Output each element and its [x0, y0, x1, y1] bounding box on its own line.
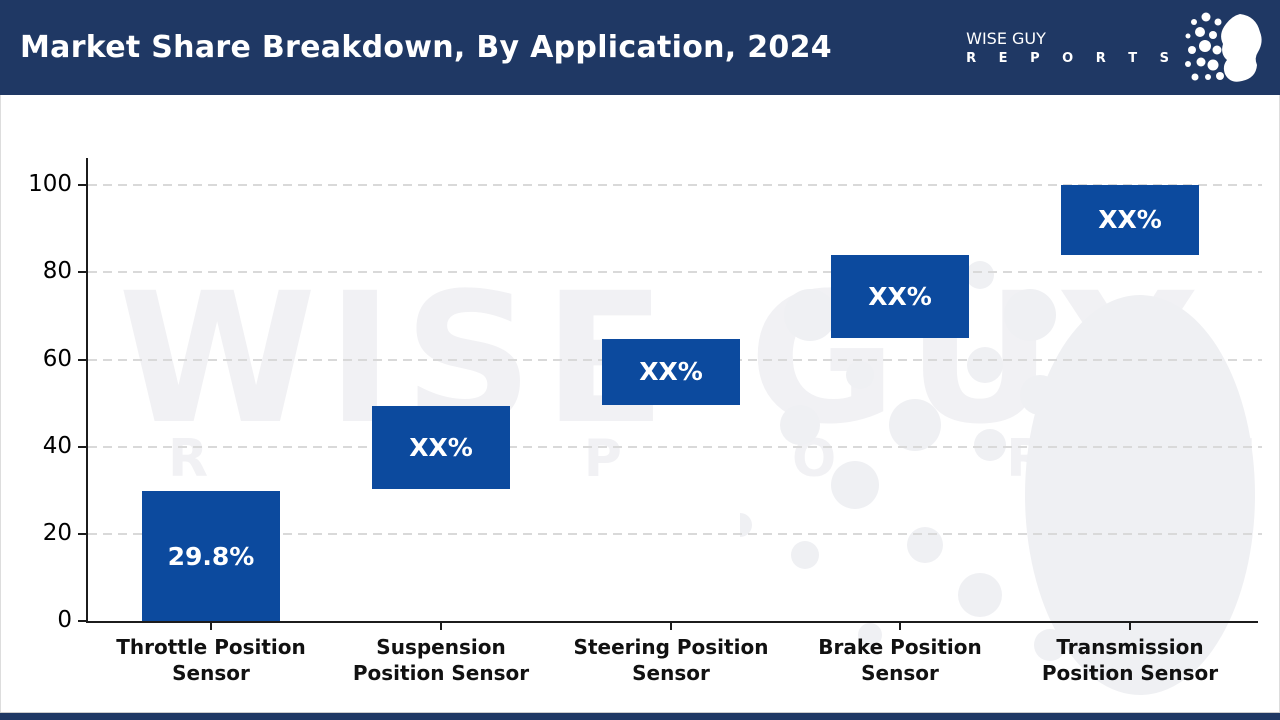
- y-tick-mark: [78, 271, 86, 274]
- bar-value-label: 29.8%: [167, 541, 255, 571]
- bar: XX%: [831, 255, 969, 338]
- x-axis-label: Steering Position Sensor: [573, 635, 769, 685]
- bar-value-label: XX%: [1098, 205, 1162, 235]
- y-tick-label: 40: [42, 432, 72, 459]
- x-axis-spine: [86, 621, 1258, 623]
- header-banner: Market Share Breakdown, By Application, …: [0, 0, 1280, 95]
- y-gridline: [88, 271, 1262, 274]
- y-tick-mark: [78, 358, 86, 361]
- y-tick-mark: [78, 445, 86, 448]
- y-tick-mark: [78, 620, 86, 622]
- logo-face-icon: [1185, 12, 1262, 82]
- y-tick-label: 0: [57, 607, 72, 633]
- y-tick-label: 80: [42, 258, 72, 285]
- y-tick-label: 20: [42, 519, 72, 546]
- y-tick-mark: [78, 184, 86, 187]
- bar-value-label: XX%: [639, 357, 703, 387]
- x-axis-label: Suspension Position Sensor: [352, 635, 530, 685]
- x-tick-mark: [1129, 623, 1131, 630]
- x-tick-mark: [440, 623, 442, 630]
- y-gridline: [88, 532, 1262, 535]
- y-tick-label: 60: [42, 345, 72, 372]
- page-title: Market Share Breakdown, By Application, …: [20, 30, 832, 65]
- x-axis-label: Transmission Position Sensor: [1041, 635, 1219, 685]
- footer-banner: [0, 713, 1280, 720]
- y-gridline: [88, 184, 1262, 187]
- y-tick-mark: [78, 532, 86, 535]
- bar: 29.8%: [142, 491, 280, 621]
- bottom-hairline: [0, 712, 1280, 713]
- logo-subtext: R E P O R T S: [966, 50, 1178, 66]
- x-axis-label: Brake Position Sensor: [818, 635, 982, 685]
- x-axis-label: Throttle Position Sensor: [116, 635, 306, 685]
- logo-text: WISE GUY R E P O R T S: [966, 28, 1178, 66]
- wiseguy-logo: WISE GUY R E P O R T S: [966, 8, 1266, 88]
- bar: XX%: [372, 405, 510, 490]
- x-tick-mark: [670, 623, 672, 630]
- y-tick-label: 100: [28, 171, 72, 198]
- bar: XX%: [602, 338, 740, 406]
- bar-value-label: XX%: [409, 433, 473, 463]
- bar-value-label: XX%: [868, 282, 932, 312]
- y-axis-spine: [86, 158, 88, 623]
- x-tick-mark: [899, 623, 901, 630]
- x-tick-mark: [210, 623, 212, 630]
- logo-wordmark: WISE GUY: [966, 28, 1046, 48]
- y-gridline: [88, 445, 1262, 448]
- bar: XX%: [1061, 185, 1199, 255]
